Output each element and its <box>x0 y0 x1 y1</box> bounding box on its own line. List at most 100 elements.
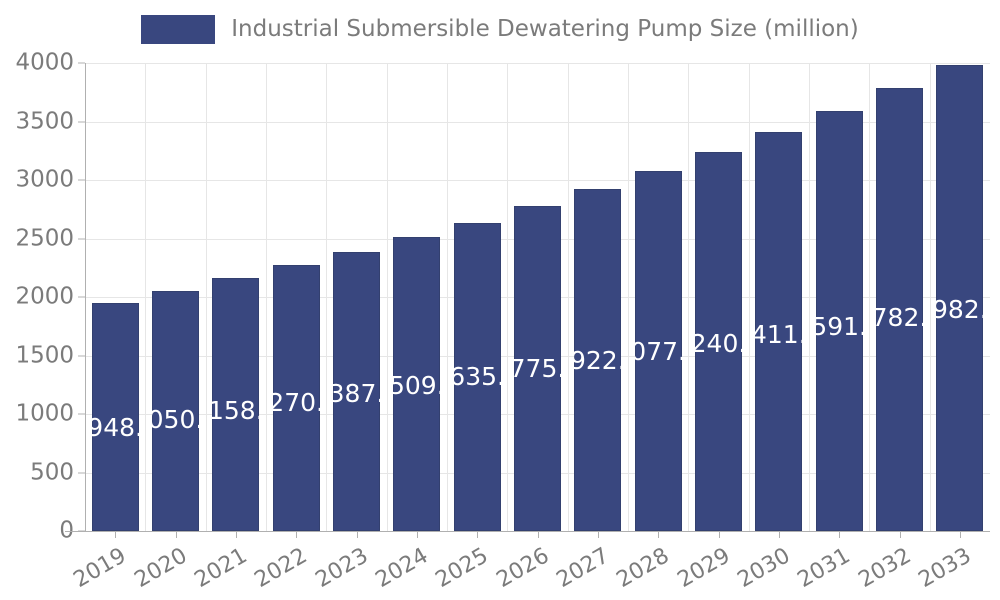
bar-column[interactable]: 3411.6 <box>755 131 803 531</box>
x-axis-tick-label: 2032 <box>854 543 915 593</box>
y-axis-tick: 3000 <box>15 168 85 192</box>
x-axis-tick-label: 2028 <box>612 543 674 593</box>
x-axis-tick-mark <box>296 531 298 538</box>
bar-column[interactable]: 2922.8 <box>574 189 622 531</box>
y-axis-tick-label: 1500 <box>15 342 74 368</box>
bar[interactable] <box>875 88 924 531</box>
gridline-vertical <box>809 63 810 531</box>
y-axis-tick-label: 1000 <box>15 400 74 427</box>
bar-column[interactable]: 1948.2 <box>91 303 139 531</box>
y-axis-tick-label: 2000 <box>15 283 74 310</box>
x-axis-tick-label: 2033 <box>914 543 976 593</box>
x-axis-tick-label: 2027 <box>552 543 614 593</box>
gridline-vertical <box>386 63 388 531</box>
x-axis-tick-label: 2031 <box>793 543 855 593</box>
y-axis-tick-mark <box>78 296 85 298</box>
x-axis-tick-label: 2023 <box>311 543 372 593</box>
bar-column[interactable]: 3782.4 <box>875 88 924 531</box>
gridline-vertical <box>688 63 690 531</box>
bar-column[interactable]: 2509.8 <box>393 237 441 531</box>
x-axis-tick-mark <box>175 531 177 538</box>
x-axis-tick-mark <box>356 531 358 538</box>
bar[interactable] <box>393 237 441 531</box>
y-axis-line <box>85 63 86 531</box>
legend-item-pump-size[interactable]: Industrial Submersible Dewatering Pump S… <box>141 14 859 44</box>
gridline-vertical <box>145 63 147 531</box>
y-axis-tick-mark <box>78 472 85 473</box>
bar[interactable] <box>936 65 984 531</box>
gridline-vertical <box>507 63 509 531</box>
gridline-horizontal <box>85 63 990 64</box>
bar[interactable] <box>815 110 863 531</box>
x-axis-tick-mark <box>899 531 901 538</box>
gridline-vertical <box>205 63 207 531</box>
x-axis-tick-mark <box>839 531 841 538</box>
bar-column[interactable]: 3240.5 <box>694 151 743 531</box>
bar-column[interactable]: 2050.1 <box>151 291 200 531</box>
x-axis-tick-mark <box>597 531 599 538</box>
x-axis-tick-mark <box>115 531 117 538</box>
bar-column[interactable]: 2158.4 <box>212 278 260 531</box>
bar[interactable] <box>574 189 622 531</box>
gridline-vertical <box>567 63 569 531</box>
bar[interactable] <box>453 222 501 531</box>
x-axis-tick-label: 2029 <box>673 543 734 593</box>
x-axis-tick-label: 2022 <box>250 543 312 593</box>
bar[interactable] <box>212 278 260 531</box>
x-axis-tick-mark <box>235 531 237 538</box>
x-axis-tick-mark <box>959 531 961 538</box>
x-axis-tick-mark <box>477 531 479 538</box>
x-axis-tick-mark <box>658 531 660 538</box>
x-axis-tick-label: 2024 <box>371 543 433 593</box>
gridline-vertical <box>929 63 931 531</box>
bar[interactable] <box>694 151 743 531</box>
gridline-vertical <box>266 63 267 531</box>
gridline-vertical <box>326 63 328 531</box>
y-axis-tick: 1000 <box>15 400 85 427</box>
legend-label: Industrial Submersible Dewatering Pump S… <box>231 15 859 42</box>
y-axis-tick-label: 0 <box>59 517 74 544</box>
gridline-vertical <box>447 63 448 531</box>
bar-column[interactable]: 2635.7 <box>453 222 501 531</box>
bar[interactable] <box>332 251 381 531</box>
x-axis-tick-label: 2020 <box>130 543 191 593</box>
x-axis-tick-label: 2021 <box>190 543 252 593</box>
gridline-vertical <box>869 63 871 531</box>
x-axis-tick-label: 2025 <box>431 543 493 593</box>
x-axis-tick-mark <box>778 531 780 538</box>
y-axis-tick: 2500 <box>15 227 85 250</box>
bar-column[interactable]: 3591.2 <box>815 110 863 531</box>
bar-column[interactable]: 3077.3 <box>634 170 682 531</box>
y-axis-tick: 2000 <box>15 283 85 310</box>
plot-area: 1948.22050.12158.42270.32387.52509.82635… <box>85 63 990 532</box>
y-axis-tick-mark <box>78 238 85 239</box>
y-axis-tick-mark <box>78 413 85 415</box>
y-axis-tick: 4000 <box>15 49 85 76</box>
legend-swatch-icon <box>141 14 216 44</box>
bar[interactable] <box>272 265 320 531</box>
y-axis-tick: 500 <box>30 461 85 484</box>
y-axis-tick-mark <box>78 121 85 122</box>
y-axis-tick-label: 4000 <box>15 49 74 76</box>
bar-column[interactable]: 2270.3 <box>272 265 320 531</box>
bar-column[interactable]: 2775.9 <box>513 206 562 531</box>
x-axis-tick-label: 2026 <box>492 543 553 593</box>
gridline-horizontal <box>85 121 990 123</box>
bar[interactable] <box>513 206 562 531</box>
x-axis-tick-label: 2030 <box>733 543 795 593</box>
x-axis-tick-mark <box>537 531 539 538</box>
y-axis-tick: 3500 <box>15 110 85 133</box>
bar[interactable] <box>91 303 139 531</box>
bar[interactable] <box>151 291 200 531</box>
gridline-vertical <box>748 63 750 531</box>
bar-column[interactable]: 2387.5 <box>332 251 381 531</box>
x-axis-tick-mark <box>416 531 418 538</box>
x-axis-tick-mark <box>718 531 720 538</box>
y-axis-tick: 1500 <box>15 344 85 367</box>
bar[interactable] <box>634 170 682 531</box>
y-axis-tick-mark <box>78 62 85 64</box>
y-axis-tick-label: 2500 <box>15 225 74 251</box>
bar[interactable] <box>755 131 803 531</box>
bar-column[interactable]: 3982.3 <box>936 65 984 531</box>
